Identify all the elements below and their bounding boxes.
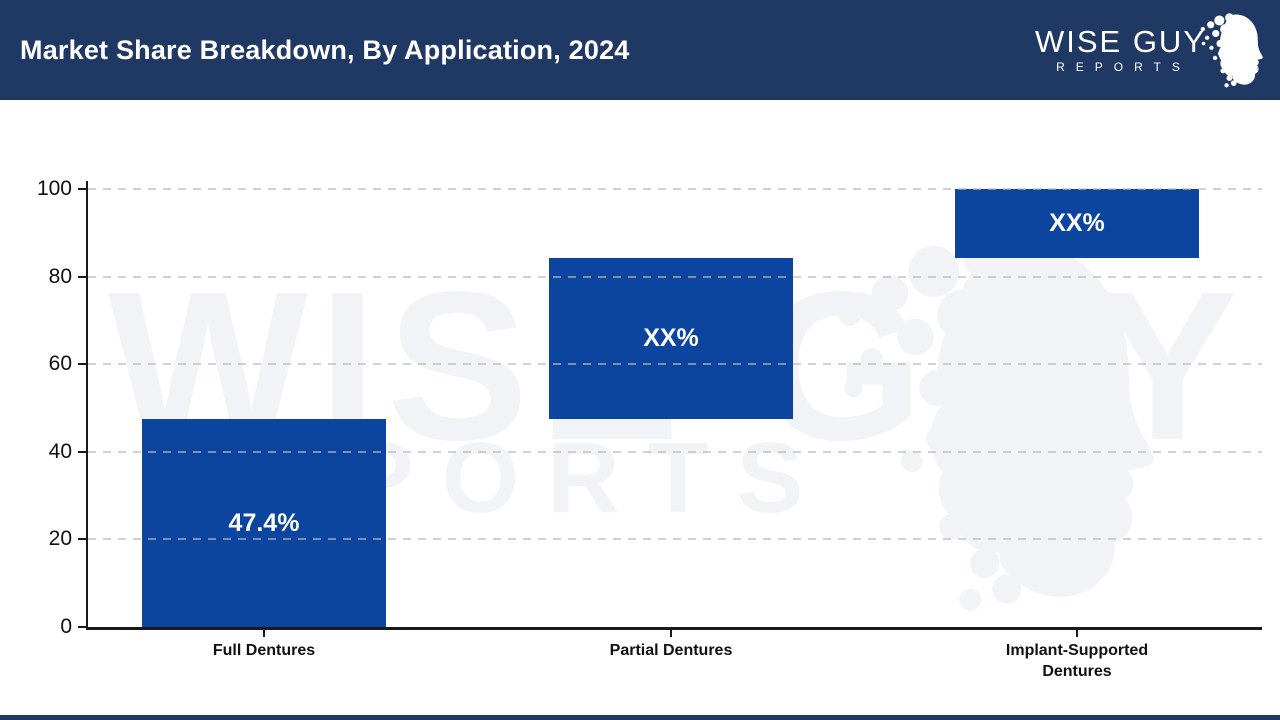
logo-wordmark: WISE GUY [1034, 24, 1206, 59]
y-tick-20 [78, 538, 86, 541]
logo-subtext: REPORTS [1056, 60, 1191, 74]
page-title: Market Share Breakdown, By Application, … [20, 34, 630, 65]
x-tick-full-dentures [263, 630, 265, 637]
header-bar: Market Share Breakdown, By Application, … [0, 0, 1280, 100]
bar-implant-supported-dentures: XX% [955, 189, 1199, 259]
y-tick-0 [78, 626, 86, 628]
y-tick-label-100: 100 [36, 177, 72, 200]
bar-value-label-full-dentures: 47.4% [228, 508, 300, 537]
footer-bar [0, 715, 1280, 720]
y-tick-label-40: 40 [48, 439, 72, 463]
y-tick-80 [78, 275, 86, 278]
x-tick-partial-dentures [670, 630, 672, 637]
chart-area: WISE GUY REPORTS 0 20 40 60 80 100 47.4% Full D… [0, 100, 1280, 716]
logo-head-icon [1200, 13, 1263, 88]
y-axis-line [86, 181, 88, 630]
category-label-implant-supported-dentures: Implant-Supported Dentures [1005, 642, 1149, 680]
category-label-full-dentures: Full Dentures [212, 642, 316, 659]
logo-text: WISE GUY REPORTS [1034, 24, 1206, 75]
bar-value-label-partial-dentures: XX% [643, 324, 699, 353]
x-tick-implant-supported-dentures [1076, 630, 1078, 637]
y-tick-label-20: 20 [48, 527, 72, 551]
y-tick-label-80: 80 [48, 264, 72, 288]
category-label-partial-dentures: Partial Dentures [609, 642, 733, 659]
bar-partial-dentures: XX% [549, 258, 793, 420]
plot: 0 20 40 60 80 100 47.4% Full Dentures XX% Partial… [0, 100, 1280, 716]
x-axis-line [86, 627, 1262, 630]
wiseguy-logo: WISE GUY REPORTS [1035, 0, 1264, 100]
bar-value-label-implant-supported-dentures: XX% [1049, 209, 1105, 238]
bar-full-dentures: 47.4% [142, 419, 386, 627]
y-tick-label-60: 60 [48, 352, 72, 376]
y-tick-40 [78, 450, 86, 453]
y-tick-60 [78, 363, 86, 366]
y-tick-100 [78, 188, 86, 190]
y-tick-label-0: 0 [60, 615, 72, 638]
